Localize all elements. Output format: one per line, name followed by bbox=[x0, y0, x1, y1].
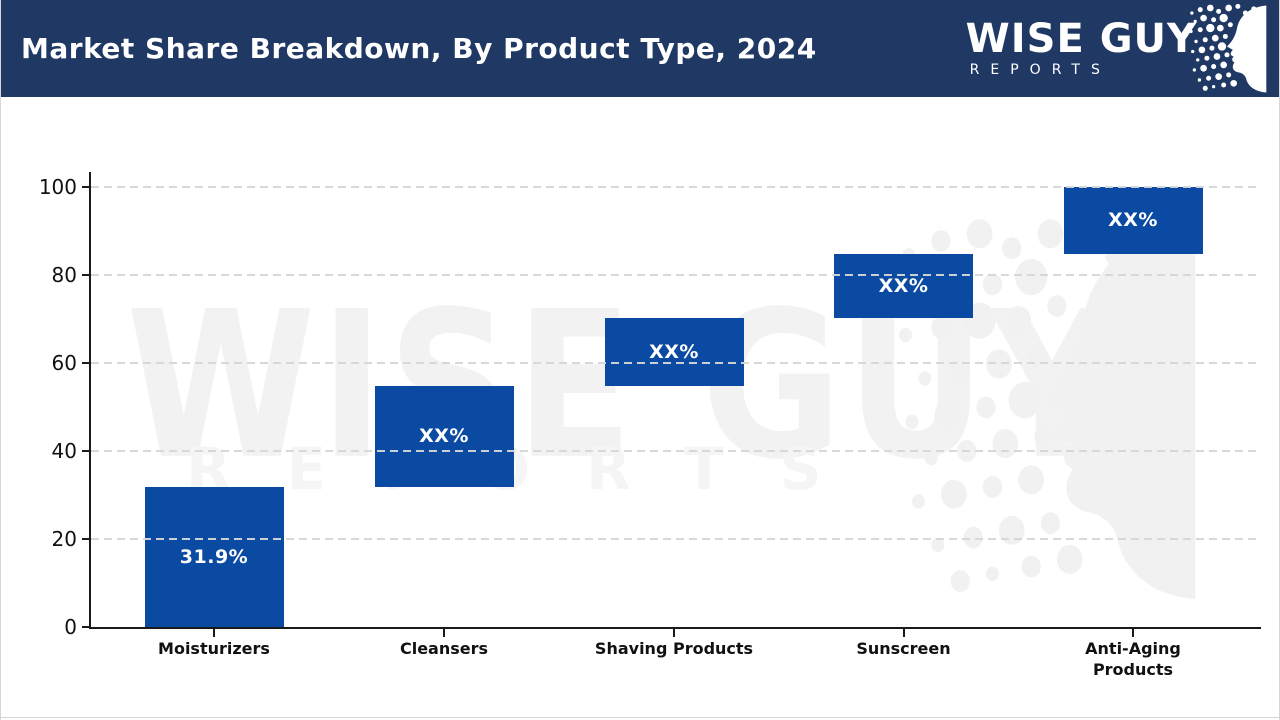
gridline-60 bbox=[91, 361, 1261, 364]
wise-guy-logo: WISE GUY REPORTS bbox=[966, 3, 1269, 95]
wise-guy-head-icon bbox=[1189, 3, 1267, 92]
bar-shaving-products: XX% bbox=[604, 318, 744, 386]
x-label-cleansers: Cleansers bbox=[399, 639, 489, 658]
y-tick-100 bbox=[82, 185, 89, 188]
y-tick-label-60: 60 bbox=[51, 350, 77, 375]
x-tick-2 bbox=[443, 629, 445, 637]
gridline-100 bbox=[91, 185, 1261, 188]
x-label-sunscreen: Sunscreen bbox=[856, 639, 951, 658]
bar-sunscreen: XX% bbox=[834, 253, 973, 319]
gridline-80 bbox=[91, 273, 1261, 276]
y-tick-20 bbox=[82, 538, 89, 540]
y-tick-60 bbox=[82, 361, 89, 364]
x-label-shaving-products: Shaving Products bbox=[594, 639, 754, 658]
y-tick-label-40: 40 bbox=[51, 439, 77, 463]
card-bottom-border bbox=[1, 717, 1279, 718]
logo-wordmark-block: WISE GUY REPORTS bbox=[966, 19, 1197, 78]
chart-canvas: WISE GUY REPORTS 31.9%XX%XX%XX%XX%020406… bbox=[1, 97, 1280, 718]
y-tick-0 bbox=[82, 626, 89, 628]
bar-value-label: XX% bbox=[1108, 209, 1158, 232]
chart-title: Market Share Breakdown, By Product Type,… bbox=[21, 32, 817, 65]
bar-value-label: XX% bbox=[878, 274, 929, 297]
logo-subtitle: REPORTS bbox=[969, 62, 1111, 78]
y-tick-label-80: 80 bbox=[51, 262, 77, 287]
gridline-20 bbox=[91, 538, 1261, 540]
y-tick-label-20: 20 bbox=[51, 527, 77, 551]
x-tick-4 bbox=[902, 629, 905, 637]
bar-anti-aging-products: XX% bbox=[1063, 186, 1203, 254]
bar-moisturizers: 31.9% bbox=[144, 486, 284, 627]
bar-value-label: XX% bbox=[419, 425, 469, 448]
gridline-40 bbox=[91, 450, 1261, 452]
x-tick-3 bbox=[673, 629, 675, 637]
x-label-anti-aging-products: Anti-Aging Products bbox=[1085, 639, 1181, 679]
bar-cleansers: XX% bbox=[374, 385, 514, 487]
y-tick-40 bbox=[82, 450, 89, 452]
y-tick-label-0: 0 bbox=[64, 615, 77, 639]
x-tick-1 bbox=[213, 629, 215, 637]
y-tick-label-100: 100 bbox=[38, 174, 77, 199]
logo-wordmark: WISE GUY bbox=[965, 16, 1197, 62]
y-tick-80 bbox=[82, 273, 89, 276]
header-bar: Market Share Breakdown, By Product Type,… bbox=[1, 0, 1279, 97]
bar-value-label: 31.9% bbox=[179, 545, 249, 568]
x-label-moisturizers: Moisturizers bbox=[158, 639, 270, 658]
bar-value-label: XX% bbox=[649, 340, 699, 363]
plot-area: 31.9% XX% XX% XX% XX% 0 20 40 60 80 100 Moisturizer… bbox=[39, 172, 1261, 679]
x-tick-5 bbox=[1132, 629, 1134, 637]
